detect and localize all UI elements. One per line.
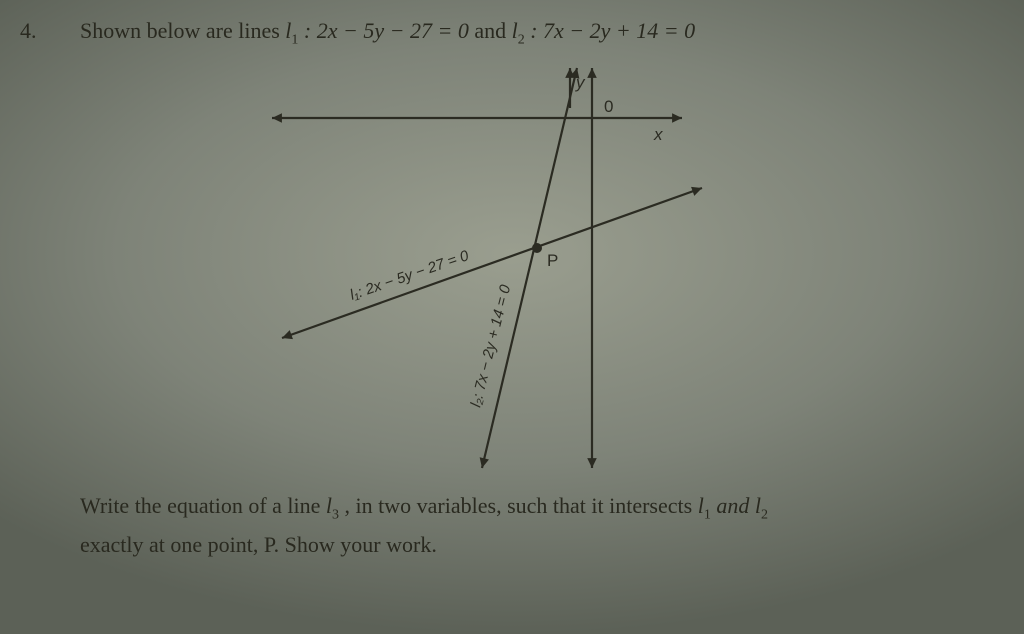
closing-text: Write the equation of a line l3 , in two… [80, 488, 994, 562]
closing-1b: , in two variables, such that it interse… [339, 493, 698, 518]
svg-text:l₂: 7x − 2y + 14 = 0: l₂: 7x − 2y + 14 = 0 [467, 283, 514, 409]
diagram-svg: 0xyl₁: 2x − 5y − 27 = 0l₂: 7x − 2y + 14 … [222, 48, 802, 488]
l2-eq: : 7x − 2y + 14 = 0 [525, 18, 695, 43]
question-number: 4. [20, 18, 50, 44]
conj: and [469, 18, 512, 43]
question-text: Shown below are lines l1 : 2x − 5y − 27 … [80, 18, 695, 48]
svg-text:P: P [547, 251, 558, 270]
svg-text:l₁: 2x − 5y − 27 = 0: l₁: 2x − 5y − 27 = 0 [348, 247, 472, 304]
l1-eq: : 2x − 5y − 27 = 0 [298, 18, 468, 43]
page: 4. Shown below are lines l1 : 2x − 5y − … [0, 0, 1024, 634]
closing-l2-sub: 2 [761, 508, 768, 523]
question-row: 4. Shown below are lines l1 : 2x − 5y − … [20, 18, 1004, 48]
svg-text:0: 0 [604, 97, 613, 116]
closing-2: exactly at one point, P. Show your work. [80, 532, 437, 557]
l2-sub: 2 [518, 32, 525, 47]
closing-l1-sub: 1 [704, 508, 711, 523]
diagram-container: 0xyl₁: 2x − 5y − 27 = 0l₂: 7x − 2y + 14 … [20, 48, 1004, 488]
closing-l3-sub: 3 [332, 508, 339, 523]
closing-and: and [711, 493, 755, 518]
svg-text:x: x [653, 125, 663, 144]
prompt-prefix: Shown below are lines [80, 18, 285, 43]
closing-1a: Write the equation of a line [80, 493, 326, 518]
